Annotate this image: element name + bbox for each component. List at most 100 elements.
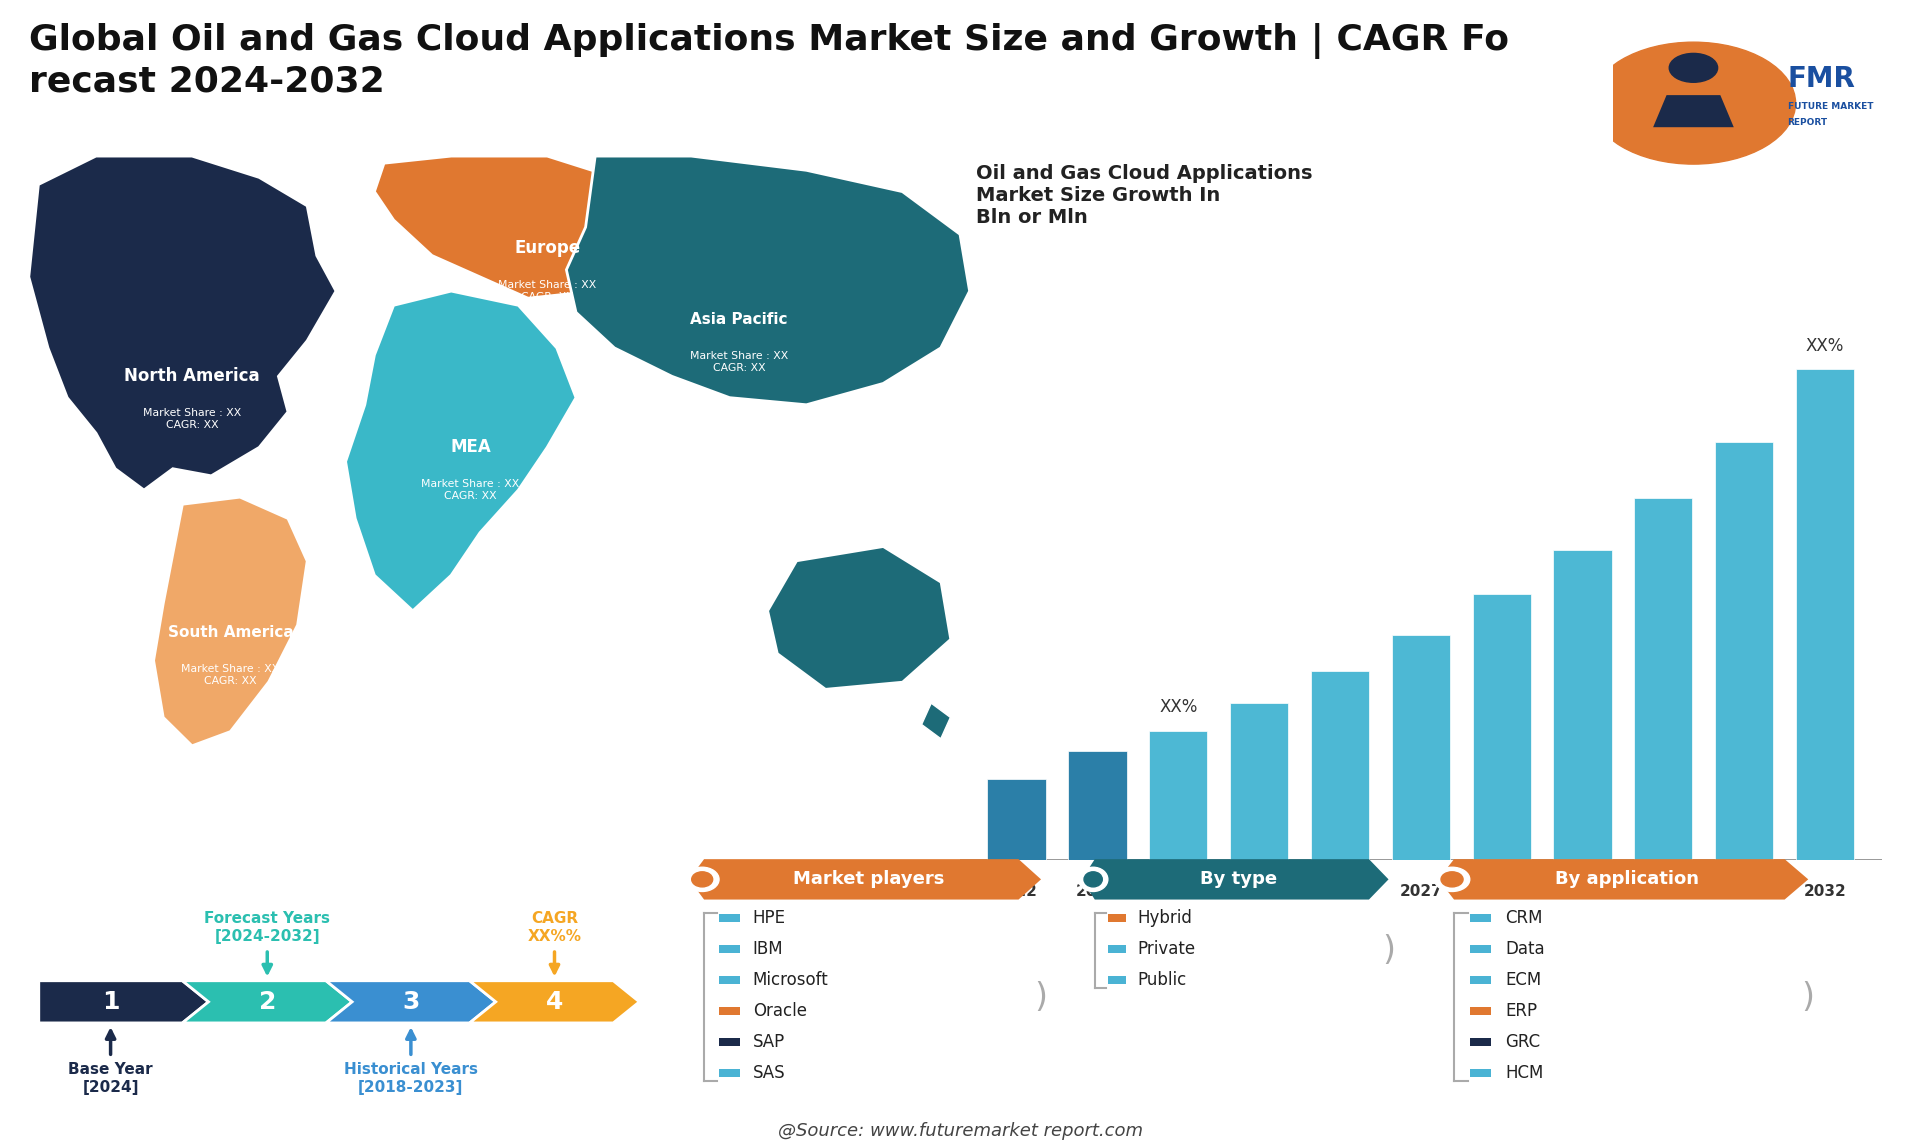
Text: ERP: ERP	[1505, 1002, 1538, 1020]
Text: ): )	[1035, 981, 1048, 1014]
Text: 2027: 2027	[1400, 884, 1442, 898]
Text: 2024: 2024	[1158, 884, 1200, 898]
Text: FMR: FMR	[1788, 65, 1855, 93]
Text: North America: North America	[125, 368, 259, 385]
FancyBboxPatch shape	[1108, 976, 1125, 984]
Text: By type: By type	[1200, 870, 1277, 888]
Bar	[1634, 499, 1692, 860]
Text: 2030: 2030	[1642, 884, 1684, 898]
FancyBboxPatch shape	[718, 915, 739, 923]
Polygon shape	[29, 156, 336, 490]
Circle shape	[1442, 872, 1463, 887]
FancyBboxPatch shape	[1471, 1069, 1492, 1077]
Bar	[1068, 751, 1127, 860]
Text: ): )	[1382, 934, 1396, 967]
FancyBboxPatch shape	[718, 945, 739, 953]
FancyBboxPatch shape	[1108, 915, 1125, 923]
Text: 2028: 2028	[1480, 884, 1523, 898]
Circle shape	[685, 868, 718, 892]
FancyBboxPatch shape	[718, 1069, 739, 1077]
Text: FUTURE MARKET: FUTURE MARKET	[1788, 102, 1874, 111]
Text: Data: Data	[1505, 940, 1546, 958]
Text: CRM: CRM	[1505, 909, 1542, 927]
Text: XX%: XX%	[1807, 337, 1845, 355]
Polygon shape	[1653, 95, 1734, 127]
Text: Market Share : XX
CAGR: XX: Market Share : XX CAGR: XX	[180, 664, 280, 685]
Text: South America: South America	[167, 625, 294, 639]
Polygon shape	[922, 704, 950, 739]
Text: REPORT: REPORT	[1788, 118, 1828, 127]
FancyBboxPatch shape	[1471, 976, 1492, 984]
Text: XX%: XX%	[1160, 698, 1198, 716]
Bar	[1553, 550, 1611, 860]
Text: Market Share : XX
CAGR: XX: Market Share : XX CAGR: XX	[689, 352, 789, 372]
Text: Oracle: Oracle	[753, 1002, 806, 1020]
Text: Market Share : XX
CAGR: XX: Market Share : XX CAGR: XX	[142, 408, 242, 430]
Text: 2031: 2031	[1722, 884, 1764, 898]
FancyBboxPatch shape	[1108, 945, 1125, 953]
Text: 2025: 2025	[1238, 884, 1281, 898]
Text: Market players: Market players	[793, 870, 945, 888]
Text: HCM: HCM	[1505, 1063, 1544, 1082]
Polygon shape	[154, 497, 307, 746]
Circle shape	[1434, 868, 1471, 892]
Text: Market Share : XX
CAGR: XX: Market Share : XX CAGR: XX	[420, 479, 520, 501]
Text: SAS: SAS	[753, 1063, 785, 1082]
Bar	[1715, 442, 1774, 860]
Text: SAP: SAP	[753, 1033, 785, 1051]
Bar	[1311, 670, 1369, 860]
Polygon shape	[374, 156, 672, 298]
Text: Private: Private	[1137, 940, 1196, 958]
Text: 2032: 2032	[1803, 884, 1847, 898]
Text: Microsoft: Microsoft	[753, 971, 829, 989]
Bar	[1392, 635, 1450, 860]
Polygon shape	[182, 981, 351, 1023]
Bar	[1231, 702, 1288, 860]
FancyBboxPatch shape	[718, 1038, 739, 1046]
Polygon shape	[1438, 860, 1809, 900]
Text: MEA: MEA	[449, 439, 492, 456]
Text: Forecast Years
[2024-2032]: Forecast Years [2024-2032]	[204, 911, 330, 944]
Polygon shape	[326, 981, 495, 1023]
Text: 1: 1	[102, 990, 119, 1014]
Text: Hybrid: Hybrid	[1137, 909, 1192, 927]
Text: Asia Pacific: Asia Pacific	[691, 312, 787, 327]
FancyBboxPatch shape	[1471, 1038, 1492, 1046]
Circle shape	[1085, 872, 1102, 887]
Circle shape	[1079, 868, 1108, 892]
Text: 2029: 2029	[1561, 884, 1603, 898]
Text: Base Year
[2024]: Base Year [2024]	[69, 1062, 154, 1094]
Text: 2: 2	[259, 990, 276, 1014]
Text: GRC: GRC	[1505, 1033, 1540, 1051]
Polygon shape	[768, 547, 950, 689]
Circle shape	[691, 872, 712, 887]
Bar	[987, 779, 1046, 860]
Text: Public: Public	[1137, 971, 1187, 989]
Text: ECM: ECM	[1505, 971, 1542, 989]
FancyBboxPatch shape	[1471, 1007, 1492, 1015]
Polygon shape	[470, 981, 639, 1023]
Text: CAGR
XX%%: CAGR XX%%	[528, 911, 582, 944]
Text: 2023: 2023	[1075, 884, 1119, 898]
Text: Europe: Europe	[515, 240, 580, 258]
Text: Global Oil and Gas Cloud Applications Market Size and Growth | CAGR Fo
recast 20: Global Oil and Gas Cloud Applications Ma…	[29, 23, 1509, 99]
Polygon shape	[566, 156, 970, 405]
Text: HPE: HPE	[753, 909, 785, 927]
Text: IBM: IBM	[753, 940, 783, 958]
Bar	[1473, 595, 1530, 860]
Polygon shape	[346, 291, 576, 611]
Polygon shape	[689, 860, 1041, 900]
Polygon shape	[38, 981, 209, 1023]
Text: 4: 4	[545, 990, 563, 1014]
Text: 2026: 2026	[1319, 884, 1361, 898]
Bar	[1150, 731, 1208, 860]
Text: ): )	[1801, 981, 1814, 1014]
Text: By application: By application	[1555, 870, 1699, 888]
Circle shape	[1668, 54, 1718, 83]
Text: Oil and Gas Cloud Applications
Market Size Growth In
Bln or Mln: Oil and Gas Cloud Applications Market Si…	[975, 164, 1313, 227]
Polygon shape	[1081, 860, 1388, 900]
FancyBboxPatch shape	[718, 976, 739, 984]
FancyBboxPatch shape	[1471, 945, 1492, 953]
Text: 2022: 2022	[995, 884, 1039, 898]
Text: Market Share : XX
CAGR: XX: Market Share : XX CAGR: XX	[497, 281, 597, 301]
